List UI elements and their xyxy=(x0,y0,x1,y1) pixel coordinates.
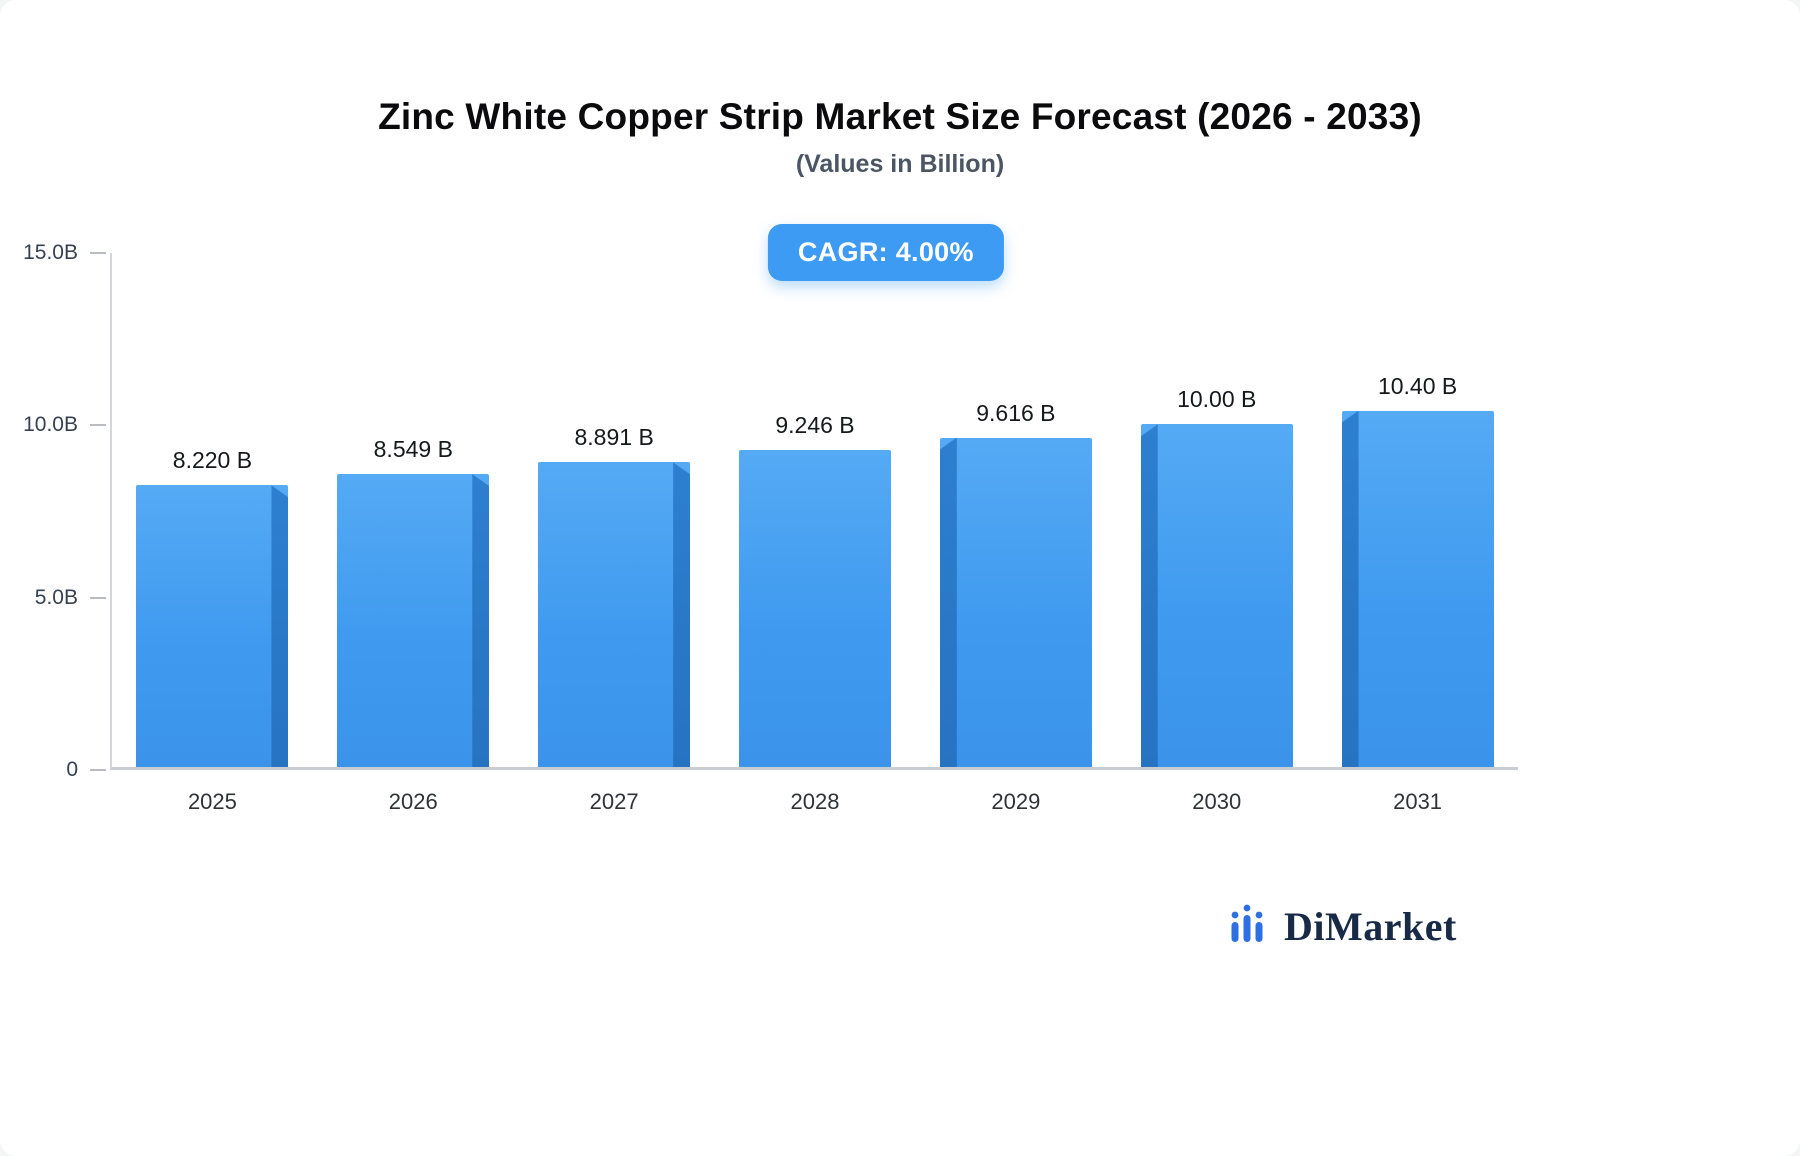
bar-group: 8.891 B 2027 xyxy=(514,253,715,814)
y-tick-label: 10.0B xyxy=(23,413,78,437)
bar-side-shade xyxy=(1341,410,1359,767)
x-axis-label: 2027 xyxy=(589,789,639,814)
bar-side-shade xyxy=(271,485,289,767)
bar xyxy=(538,462,691,767)
bar-group: 8.549 B 2026 xyxy=(313,253,514,814)
bar-value-label: 9.246 B xyxy=(775,412,855,439)
bar-group: 9.246 B 2028 xyxy=(715,253,916,814)
bar-value-label: 8.220 B xyxy=(172,447,253,474)
y-tick-mark xyxy=(90,252,106,254)
bar-side-shade xyxy=(939,437,957,767)
bar-value-label: 10.40 B xyxy=(1377,372,1458,399)
cagr-badge: CAGR: 4.00% xyxy=(767,224,1004,281)
bar-value-label: 8.891 B xyxy=(574,424,654,451)
plot-area: 8.220 B 2025 8.549 B 2026 8.891 B 2027 9.246 B… xyxy=(110,253,1518,814)
bar-side-shade xyxy=(1140,424,1158,767)
bars: 8.220 B 2025 8.549 B 2026 8.891 B 2027 9.246 B… xyxy=(112,253,1518,814)
bar xyxy=(939,437,1092,767)
bar xyxy=(337,474,490,767)
x-axis-label: 2031 xyxy=(1393,789,1443,814)
brand-logo: DiMarket xyxy=(1228,903,1457,950)
x-axis-label: 2028 xyxy=(790,789,840,814)
y-tick-mark xyxy=(90,596,106,599)
bar-side-shade xyxy=(472,474,490,767)
bar xyxy=(136,485,289,767)
x-axis-label: 2030 xyxy=(1192,789,1242,814)
bar xyxy=(1341,410,1494,767)
chart-title: Zinc White Copper Strip Market Size Fore… xyxy=(378,96,1422,137)
y-tick-label: 15.0B xyxy=(23,241,78,264)
bar-group: 10.40 B 2031 xyxy=(1317,253,1518,814)
chart-subtitle: (Values in Billion) xyxy=(795,150,1005,178)
x-axis-label: 2026 xyxy=(388,789,438,814)
y-tick-mark xyxy=(90,424,106,427)
y-tick-mark xyxy=(90,769,106,771)
bar-group: 8.220 B 2025 xyxy=(112,253,313,814)
bar-value-label: 9.616 B xyxy=(976,399,1056,426)
bar xyxy=(1140,424,1293,767)
y-tick-label: 0 xyxy=(66,758,78,781)
bar xyxy=(739,450,891,767)
bar-group: 10.00 B 2030 xyxy=(1116,253,1317,814)
bar-value-label: 8.549 B xyxy=(373,436,453,463)
y-tick-label: 5.0B xyxy=(34,585,78,609)
y-axis: 15.0B 10.0B 5.0B 0 xyxy=(0,241,110,781)
bar-side-shade xyxy=(673,462,691,767)
x-axis-label: 2025 xyxy=(187,789,237,814)
brand-name: DiMarket xyxy=(1284,904,1457,949)
x-axis-label: 2029 xyxy=(991,789,1041,814)
dimarket-logo-icon xyxy=(1228,903,1272,950)
bar-group: 9.616 B 2029 xyxy=(915,253,1116,814)
bar-value-label: 10.00 B xyxy=(1177,386,1257,413)
